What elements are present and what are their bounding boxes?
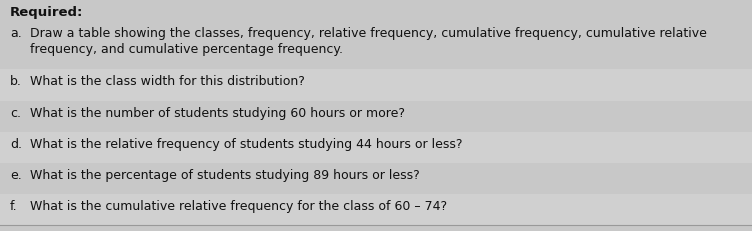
Bar: [0, 70, 752, 102]
Text: c.: c.: [10, 106, 21, 119]
Text: b.: b.: [10, 75, 22, 88]
Text: Required:: Required:: [10, 6, 83, 19]
Text: Draw a table showing the classes, frequency, relative frequency, cumulative freq: Draw a table showing the classes, freque…: [30, 27, 707, 56]
Bar: [0, 0, 752, 22]
Text: What is the number of students studying 60 hours or more?: What is the number of students studying …: [30, 106, 405, 119]
Bar: [0, 194, 752, 225]
Text: What is the class width for this distribution?: What is the class width for this distrib…: [30, 75, 305, 88]
Text: d.: d.: [10, 137, 22, 150]
Text: What is the percentage of students studying 89 hours or less?: What is the percentage of students study…: [30, 168, 420, 181]
Bar: [0, 22, 752, 70]
Text: a.: a.: [10, 27, 22, 40]
Bar: [0, 225, 752, 231]
Bar: [0, 132, 752, 163]
Text: f.: f.: [10, 199, 17, 212]
Text: What is the relative frequency of students studying 44 hours or less?: What is the relative frequency of studen…: [30, 137, 462, 150]
Bar: [0, 163, 752, 194]
Text: What is the cumulative relative frequency for the class of 60 – 74?: What is the cumulative relative frequenc…: [30, 199, 447, 212]
Text: e.: e.: [10, 168, 22, 181]
Bar: [0, 102, 752, 132]
